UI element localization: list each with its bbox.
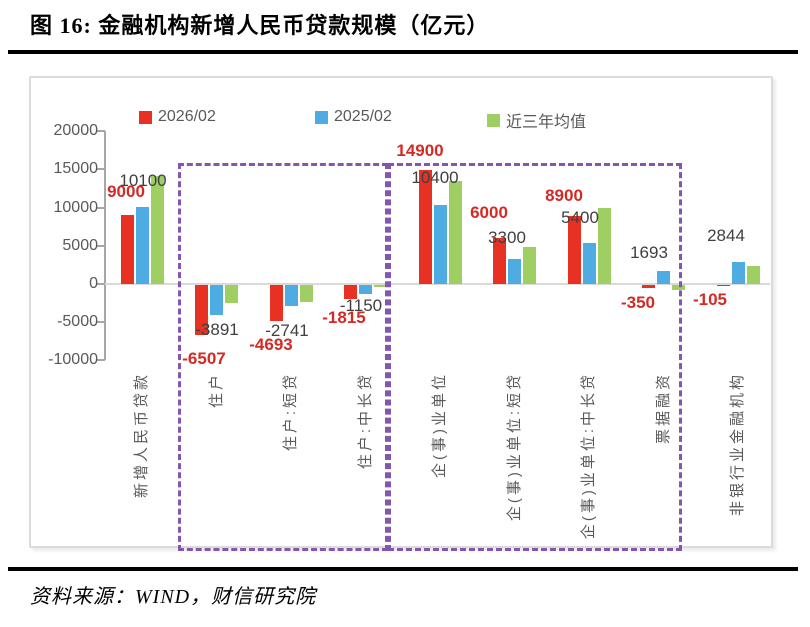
data-label-2025/02-企(事)业单位:中长贷: 5400: [561, 208, 599, 227]
bar-2026/02-新增人民币贷款: [120, 215, 134, 284]
data-label-2026/02-住户: -6507: [182, 349, 226, 368]
y-axis-line: [104, 131, 106, 361]
bar-2025/02-非银行业金融机构: [731, 262, 745, 284]
data-label-2026/02-住户:中长贷: -1815: [322, 308, 366, 327]
data-label-2026/02-企(事)业单位:短贷: 6000: [470, 203, 508, 222]
y-tick-label: 0: [89, 275, 98, 292]
bar-2026/02-住户:中长贷: [344, 285, 357, 299]
bar-2025/02-住户:短贷: [284, 285, 298, 306]
bar-2025/02-住户:中长贷: [359, 285, 372, 294]
category-label-text: 新增人民币贷款: [133, 372, 150, 499]
data-label-2025/02-企(事)业单位: 10400: [411, 168, 459, 187]
bar-2025/02-住户: [210, 285, 223, 315]
data-label-2026/02-企(事)业单位: 14900: [396, 141, 444, 160]
category-label-新增人民币贷款: 新增人民币贷款: [133, 372, 151, 498]
legend-label: 近三年均值: [506, 114, 587, 131]
bar-2025/02-企(事)业单位: [433, 204, 447, 284]
y-axis-tick: [97, 244, 105, 247]
data-label-2025/02-票据融资: 1693: [630, 243, 668, 262]
y-axis-tick: [97, 359, 105, 362]
y-axis-tick: [97, 168, 105, 171]
bar-2026/02-票据融资: [642, 285, 655, 288]
bar-近三年均值-住户:短贷: [299, 285, 313, 302]
y-axis-tick: [97, 283, 105, 285]
y-tick-label: -5000: [57, 313, 98, 331]
bar-近三年均值-住户: [225, 285, 238, 303]
zero-gridline: [105, 283, 770, 285]
legend-item-2025/02: 2025/02: [315, 108, 392, 126]
data-label-2025/02-住户:中长贷: -1150: [339, 296, 383, 315]
bar-近三年均值-企(事)业单位: [448, 180, 462, 284]
legend-item-2026/02: 2026/02: [139, 108, 216, 126]
figure-title: 图 16: 金融机构新增人民币贷款规模（亿元）: [30, 13, 490, 38]
bar-近三年均值-住户:中长贷: [374, 285, 387, 288]
y-tick-label: -10000: [48, 351, 98, 369]
y-tick-label: 10000: [53, 198, 99, 216]
data-label-2026/02-票据融资: -350: [620, 293, 656, 312]
y-tick-label: 5000: [62, 236, 98, 254]
legend-item-近三年均值: 近三年均值: [487, 108, 586, 132]
data-label-2026/02-企(事)业单位:中长贷: 8900: [545, 186, 583, 205]
data-label-2025/02-企(事)业单位:短贷: 3300: [488, 228, 526, 247]
bar-近三年均值-非银行业金融机构: [746, 266, 760, 284]
data-label-2025/02-非银行业金融机构: 2844: [707, 226, 745, 245]
bar-2025/02-票据融资: [657, 271, 670, 284]
y-axis-tick: [97, 130, 105, 133]
data-label-2026/02-住户:短贷: -4693: [249, 335, 293, 354]
bar-2026/02-企(事)业单位: [418, 170, 432, 284]
y-axis-tick: [97, 206, 105, 209]
y-tick-label: 15000: [53, 160, 99, 178]
chart-frame: [29, 76, 773, 548]
bar-2025/02-新增人民币贷款: [135, 206, 149, 284]
title-divider: [8, 50, 798, 54]
y-tick-label: 20000: [53, 122, 99, 140]
bar-2026/02-住户: [195, 285, 208, 335]
legend-label: 2025/02: [334, 108, 392, 125]
highlight-box-1: [178, 163, 388, 551]
bottom-divider: [8, 567, 798, 571]
data-label-2025/02-住户:短贷: -2741: [265, 321, 309, 340]
legend-swatch-icon: [315, 110, 328, 124]
bar-近三年均值-新增人民币贷款: [150, 175, 164, 284]
legend-swatch-icon: [487, 113, 500, 127]
y-axis-tick: [97, 321, 105, 324]
data-label-2026/02-非银行业金融机构: -105: [692, 290, 728, 309]
data-label-2025/02-新增人民币贷款: 10100: [119, 171, 167, 190]
bar-2026/02-住户:短贷: [269, 285, 283, 321]
highlight-box-2: [388, 163, 682, 551]
category-label-text: 非银行业金融机构: [729, 372, 746, 517]
category-label-非银行业金融机构: 非银行业金融机构: [729, 372, 747, 516]
bar-2025/02-企(事)业单位:短贷: [508, 258, 521, 284]
bar-2026/02-企(事)业单位:短贷: [493, 238, 506, 284]
bar-2026/02-非银行业金融机构: [716, 285, 730, 286]
source-note: 资料来源：WIND，财信研究院: [30, 586, 317, 608]
bar-2025/02-企(事)业单位:中长贷: [582, 242, 596, 284]
legend-swatch-icon: [139, 110, 152, 124]
data-label-2025/02-住户: -3891: [195, 320, 239, 339]
data-label-2026/02-新增人民币贷款: 9000: [107, 182, 145, 201]
legend-label: 2026/02: [158, 108, 216, 125]
bar-近三年均值-企(事)业单位:中长贷: [597, 208, 611, 284]
bar-2026/02-企(事)业单位:中长贷: [567, 216, 581, 284]
bar-近三年均值-票据融资: [672, 285, 685, 290]
bar-近三年均值-企(事)业单位:短贷: [523, 247, 536, 284]
